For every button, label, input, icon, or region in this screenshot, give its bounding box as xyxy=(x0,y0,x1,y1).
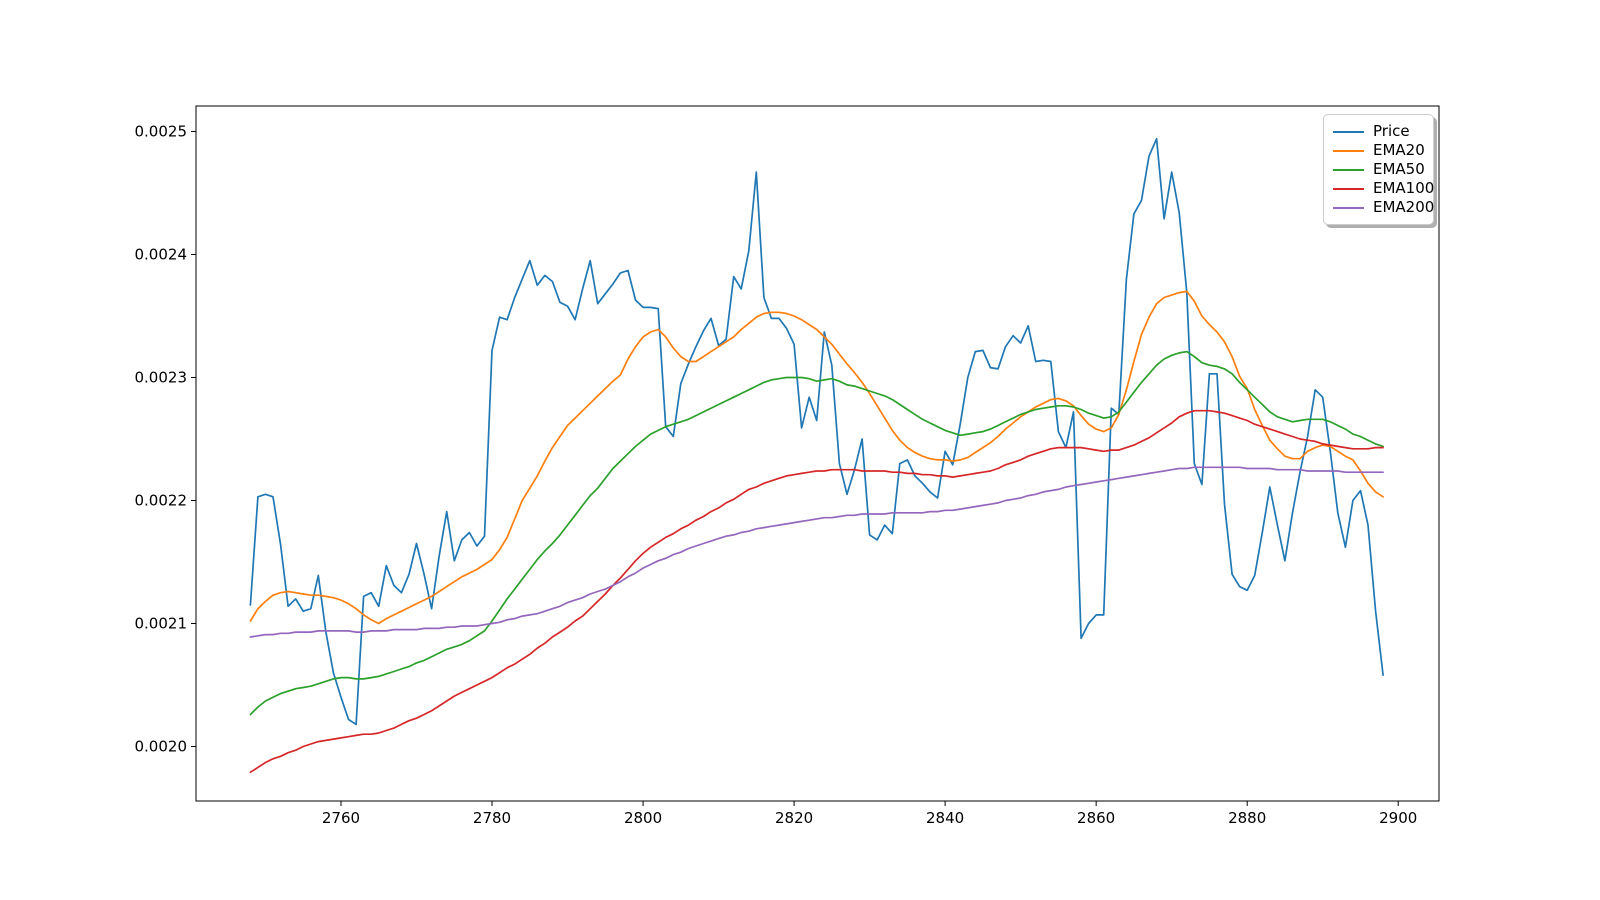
x-tick-label: 2800 xyxy=(624,809,662,827)
x-tick-label: 2760 xyxy=(322,809,360,827)
ema100-line-swatch xyxy=(1333,187,1364,190)
ema20-line-swatch xyxy=(1333,149,1364,152)
x-tick-label: 2900 xyxy=(1379,809,1417,827)
y-tick-label: 0.0022 xyxy=(135,491,188,509)
ema200-line-swatch xyxy=(1333,206,1364,209)
y-tick-label: 0.0023 xyxy=(135,368,188,386)
legend-label: EMA100 xyxy=(1373,179,1435,197)
legend-item-ema20: EMA20 xyxy=(1333,141,1425,160)
y-tick-label: 0.0024 xyxy=(135,245,188,263)
x-tick-label: 2860 xyxy=(1077,809,1115,827)
x-tick-label: 2780 xyxy=(473,809,511,827)
legend-label: EMA50 xyxy=(1373,160,1425,178)
legend: Price EMA20 EMA50 EMA100 EMA200 xyxy=(1323,114,1434,225)
x-tick-label: 2880 xyxy=(1228,809,1266,827)
y-tick-label: 0.0020 xyxy=(135,738,188,756)
legend-label: Price xyxy=(1373,122,1410,140)
ema100-line xyxy=(249,409,1384,774)
legend-item-price: Price xyxy=(1333,122,1424,141)
ema50-line xyxy=(249,350,1384,716)
x-tick-label: 2840 xyxy=(926,809,964,827)
price-line-swatch xyxy=(1333,130,1364,133)
legend-label: EMA200 xyxy=(1373,198,1435,216)
ema20-line xyxy=(249,290,1384,625)
ema50-line-swatch xyxy=(1333,168,1364,171)
x-tick-label: 2820 xyxy=(775,809,813,827)
y-tick-label: 0.0021 xyxy=(135,614,188,632)
price-line xyxy=(249,137,1384,726)
y-tick-label: 0.0025 xyxy=(135,122,188,140)
legend-item-ema50: EMA50 xyxy=(1333,160,1425,179)
ema200-line xyxy=(249,466,1384,638)
legend-label: EMA20 xyxy=(1373,141,1425,159)
legend-item-ema200: EMA200 xyxy=(1333,198,1434,217)
legend-item-ema100: EMA100 xyxy=(1333,179,1434,198)
plot-frame xyxy=(195,105,1440,802)
